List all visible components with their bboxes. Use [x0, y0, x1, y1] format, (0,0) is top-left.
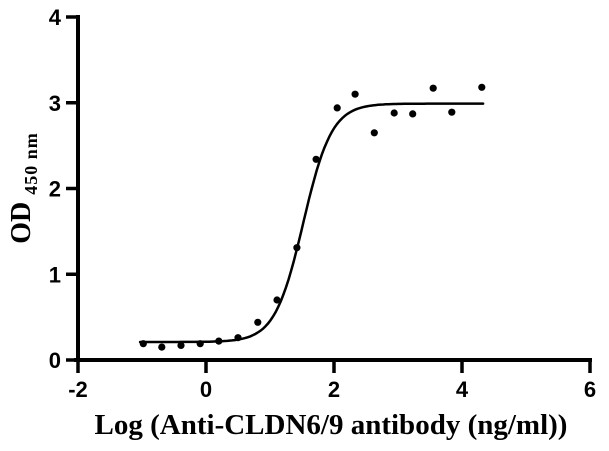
y-axis-title: OD 450 nm	[6, 132, 41, 244]
x-axis-tick-label: 4	[456, 377, 469, 402]
data-point	[215, 337, 223, 345]
data-point	[293, 244, 301, 252]
y-axis-tick-label: 4	[49, 5, 62, 30]
x-axis-tick-label: 2	[328, 377, 340, 402]
data-point	[254, 318, 262, 326]
y-axis-tick-label: 3	[49, 91, 61, 116]
data-point	[390, 109, 398, 117]
data-point	[234, 334, 242, 342]
data-point	[312, 155, 320, 163]
y-axis-tick-label: 2	[49, 177, 61, 202]
data-point	[448, 108, 456, 116]
data-point	[429, 84, 437, 92]
fit-curve	[138, 102, 485, 344]
data-point	[409, 110, 417, 118]
data-point	[158, 343, 166, 351]
data-point	[177, 341, 185, 349]
y-axis-title-subscript: 450 nm	[21, 132, 41, 195]
y-axis-title-main: OD	[6, 202, 37, 244]
data-point	[370, 129, 378, 137]
chart-plot: -2 0 2 4 6 0 1 2 3 4	[49, 5, 596, 402]
x-axis-tick-label: -2	[68, 377, 88, 402]
y-axis-tick-label: 0	[49, 348, 61, 373]
data-point	[333, 104, 341, 112]
x-axis-title: Log (Anti-CLDN6/9 antibody (ng/ml))	[95, 409, 568, 441]
data-point	[196, 340, 204, 348]
x-axis-tick-label: 0	[200, 377, 212, 402]
data-point	[351, 90, 359, 98]
x-axis-tick-label: 6	[584, 377, 596, 402]
data-point	[478, 83, 486, 91]
y-axis-tick-label: 1	[49, 262, 61, 287]
data-point	[273, 296, 281, 304]
data-point	[139, 340, 147, 348]
